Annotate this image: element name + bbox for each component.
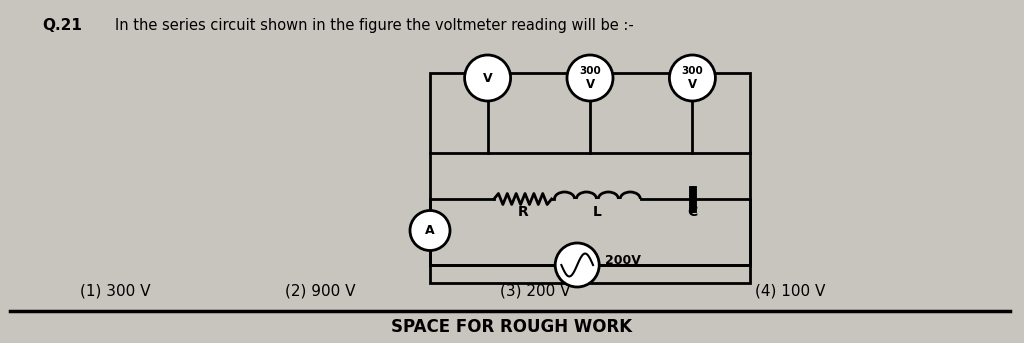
Text: Q.21: Q.21	[42, 18, 82, 33]
Text: SPACE FOR ROUGH WORK: SPACE FOR ROUGH WORK	[391, 318, 633, 336]
Text: L: L	[593, 205, 602, 219]
Text: (4) 100 V: (4) 100 V	[755, 284, 825, 298]
Text: V: V	[482, 71, 493, 84]
Text: R: R	[517, 205, 528, 219]
Circle shape	[670, 55, 716, 101]
Circle shape	[555, 243, 599, 287]
Bar	[430, 73, 750, 283]
Circle shape	[567, 55, 613, 101]
Circle shape	[465, 55, 511, 101]
Text: (2) 900 V: (2) 900 V	[285, 284, 355, 298]
Text: (3) 200 V: (3) 200 V	[500, 284, 570, 298]
Text: (1) 300 V: (1) 300 V	[80, 284, 151, 298]
Text: A: A	[425, 224, 435, 237]
Text: 300: 300	[682, 66, 703, 76]
Text: 200V: 200V	[605, 255, 641, 268]
Text: In the series circuit shown in the figure the voltmeter reading will be :-: In the series circuit shown in the figur…	[115, 18, 634, 33]
Circle shape	[410, 211, 450, 250]
Text: V: V	[586, 79, 595, 92]
Text: V: V	[688, 79, 697, 92]
Text: C: C	[687, 205, 697, 219]
Text: 300: 300	[580, 66, 601, 76]
